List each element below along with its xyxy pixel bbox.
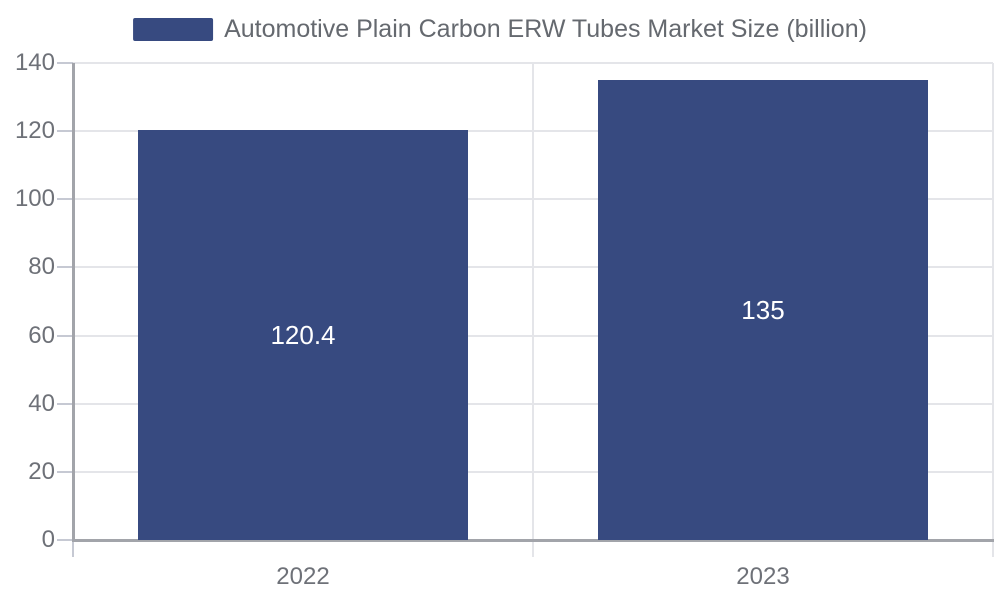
legend-swatch xyxy=(133,17,214,41)
y-axis-tick xyxy=(57,402,73,405)
y-axis-label: 20 xyxy=(28,457,55,485)
y-axis-tick xyxy=(57,334,73,337)
x-axis-tick xyxy=(72,540,74,557)
grid-line-v xyxy=(992,63,994,557)
y-axis-tick xyxy=(57,539,73,541)
y-axis-tick xyxy=(57,266,73,269)
y-axis-tick xyxy=(57,130,73,133)
x-axis-line xyxy=(72,539,994,542)
y-axis-label: 80 xyxy=(28,253,55,281)
bar-2022[interactable] xyxy=(138,129,468,540)
y-axis-label: 60 xyxy=(28,321,55,349)
bar-value-label: 120.4 xyxy=(270,319,336,350)
bar-value-label: 135 xyxy=(741,295,785,326)
bar-2023[interactable] xyxy=(598,80,928,540)
y-axis-label: 140 xyxy=(14,49,55,76)
legend-label: Automotive Plain Carbon ERW Tubes Market… xyxy=(224,15,867,43)
legend-item[interactable]: Automotive Plain Carbon ERW Tubes Market… xyxy=(133,15,867,43)
x-axis-label: 2022 xyxy=(276,563,330,590)
x-axis-label: 2023 xyxy=(736,563,790,590)
y-axis-label: 40 xyxy=(28,389,55,417)
y-axis-label: 0 xyxy=(41,526,55,553)
y-axis-label: 120 xyxy=(14,117,55,145)
y-axis-tick xyxy=(57,62,73,64)
y-axis-tick xyxy=(57,198,73,201)
grid-line-v xyxy=(532,63,534,557)
y-axis-tick xyxy=(57,470,73,473)
y-axis-line xyxy=(72,63,75,540)
y-axis-label: 100 xyxy=(14,185,55,213)
